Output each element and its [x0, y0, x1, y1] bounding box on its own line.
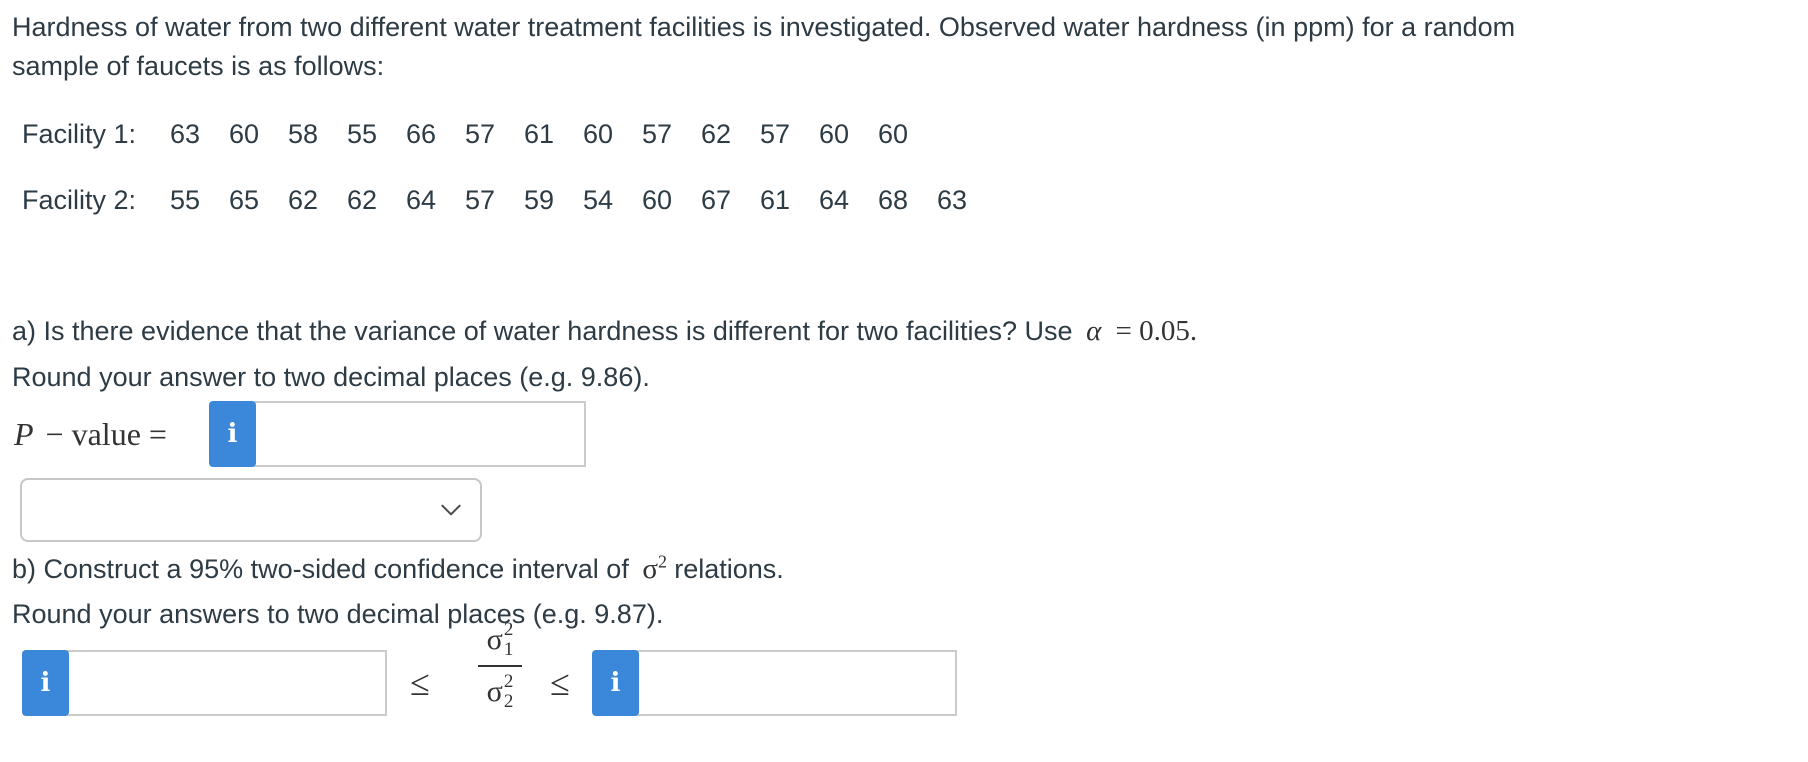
chevron-down-icon — [441, 504, 461, 516]
numerator-sub: 1 — [503, 638, 514, 660]
ci-lower-input[interactable] — [67, 650, 387, 716]
data-value: 60 — [819, 119, 850, 149]
data-value: 60 — [878, 119, 909, 149]
data-value: 57 — [465, 185, 496, 215]
data-value: 57 — [465, 119, 496, 149]
p-value-info-button[interactable]: i — [208, 401, 256, 467]
facility-2-values: 55 65 62 62 64 57 59 54 60 67 61 64 68 63 — [170, 185, 969, 216]
p-value-label: P − value = — [14, 416, 167, 453]
intro-line-1: Hardness of water from two different wat… — [12, 12, 1516, 42]
data-value: 65 — [229, 185, 260, 215]
denominator-scripts: 2 2 — [503, 670, 514, 712]
sigma-ratio-fraction: σ 2 1 σ 2 2 — [470, 618, 530, 714]
data-value: 63 — [937, 185, 968, 215]
part-b-question-prefix: b) Construct a 95% two-sided confidence … — [12, 554, 629, 584]
data-value: 60 — [229, 119, 260, 149]
data-value: 62 — [701, 119, 732, 149]
data-value: 59 — [524, 185, 555, 215]
sigma-symbol: σ — [642, 553, 658, 585]
numerator-scripts: 2 1 — [504, 620, 514, 660]
denominator-sup: 2 — [503, 670, 514, 692]
sigma-squared: σ2 — [642, 551, 674, 585]
ci-lower-input-group: i — [22, 650, 387, 716]
data-value: 60 — [642, 185, 673, 215]
leq-right-symbol: ≤ — [550, 663, 570, 703]
conclusion-dropdown[interactable] — [20, 478, 482, 542]
part-b-question-suffix: relations. — [674, 554, 784, 584]
facility-1-label: Facility 1: — [22, 119, 137, 149]
part-a-question: a) Is there evidence that the variance o… — [12, 312, 1197, 350]
p-value-input-group: i — [208, 401, 586, 467]
numerator-sup: 2 — [503, 619, 514, 640]
data-value: 62 — [288, 185, 319, 215]
alpha-expression: α = 0.05. — [1086, 315, 1197, 347]
part-a-round-note: Round your answer to two decimal places … — [12, 362, 650, 392]
fraction-numerator: σ 2 1 — [487, 618, 514, 662]
numerator-sigma: σ — [486, 622, 503, 656]
p-value-row: P − value = i — [14, 401, 586, 467]
leq-left-symbol: ≤ — [410, 663, 430, 703]
ci-upper-input-group: i — [592, 650, 957, 716]
facility-2-row: Facility 2: 55 65 62 62 64 57 59 54 60 67 61 64 68 63 — [22, 185, 969, 216]
data-value: 64 — [819, 185, 850, 215]
ci-upper-input[interactable] — [637, 650, 957, 716]
p-symbol: P — [14, 415, 34, 452]
part-b-question: b) Construct a 95% two-sided confidence … — [12, 550, 784, 588]
data-value: 57 — [760, 119, 791, 149]
denominator-sigma: σ — [486, 674, 503, 708]
sigma-exponent: 2 — [657, 551, 667, 572]
part-b-round-note: Round your answers to two decimal places… — [12, 599, 664, 629]
data-value: 63 — [170, 119, 201, 149]
fraction-denominator: σ 2 2 — [487, 670, 514, 714]
facility-1-row: Facility 1: 63 60 58 55 66 57 61 60 57 62 57 60 60 — [22, 119, 910, 150]
data-value: 67 — [701, 185, 732, 215]
fraction-bar — [478, 664, 522, 667]
data-value: 55 — [347, 119, 378, 149]
ci-upper-info-button[interactable]: i — [592, 650, 639, 716]
facility-1-values: 63 60 58 55 66 57 61 60 57 62 57 60 60 — [170, 119, 910, 150]
denominator-sub: 2 — [503, 690, 514, 712]
data-value: 68 — [878, 185, 909, 215]
alpha-value: = 0.05. — [1115, 315, 1198, 347]
p-label-rest: − value = — [45, 415, 167, 452]
data-value: 61 — [760, 185, 791, 215]
part-a-question-text: a) Is there evidence that the variance o… — [12, 316, 1073, 346]
data-value: 66 — [406, 119, 437, 149]
alpha-symbol: α — [1086, 315, 1102, 347]
data-value: 62 — [347, 185, 378, 215]
ci-lower-info-button[interactable]: i — [22, 650, 69, 716]
data-value: 64 — [406, 185, 437, 215]
data-value: 60 — [583, 119, 614, 149]
data-value: 61 — [524, 119, 555, 149]
data-value: 58 — [288, 119, 319, 149]
data-value: 55 — [170, 185, 201, 215]
data-value: 54 — [583, 185, 614, 215]
data-value: 57 — [642, 119, 673, 149]
p-value-input[interactable] — [253, 401, 586, 467]
intro-line-2: sample of faucets is as follows: — [12, 51, 385, 81]
facility-2-label: Facility 2: — [22, 185, 137, 215]
